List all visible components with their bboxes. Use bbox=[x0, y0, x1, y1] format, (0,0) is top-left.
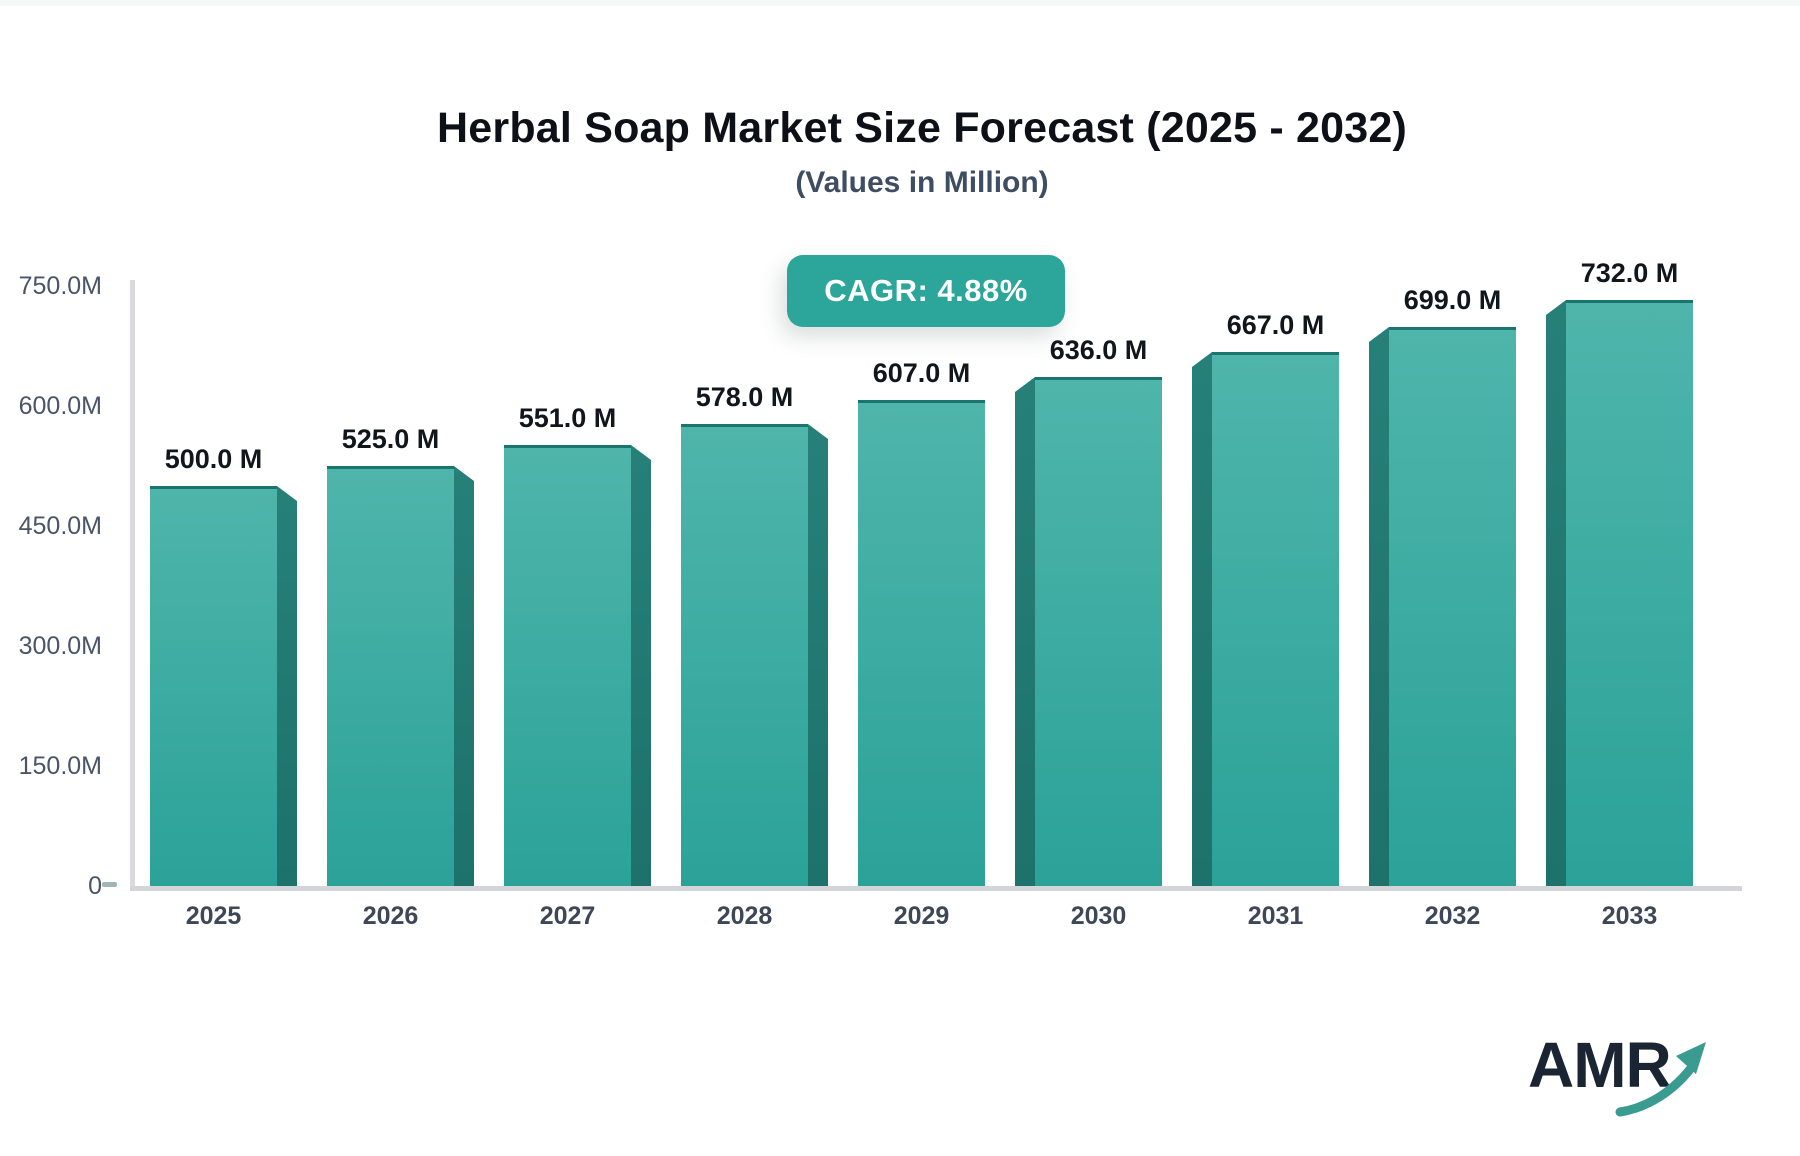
growth-arrow-icon bbox=[1615, 1042, 1706, 1117]
x-axis-tick-label-2029: 2029 bbox=[893, 902, 950, 930]
bar-2033[interactable] bbox=[1566, 300, 1693, 886]
x-axis-tick-label-2031: 2031 bbox=[1247, 902, 1304, 930]
x-axis-tick-label-2025: 2025 bbox=[185, 902, 242, 930]
bar-value-label-2030: 636.0 M bbox=[1049, 335, 1148, 365]
bar-2032[interactable] bbox=[1389, 327, 1516, 886]
bar-value-label-2027: 551.0 M bbox=[518, 403, 617, 433]
bar-value-label-2031: 667.0 M bbox=[1226, 310, 1325, 340]
bar-side-3d-2033 bbox=[1546, 300, 1566, 886]
bar-side-3d-2028 bbox=[808, 424, 828, 886]
zero-tick-mark bbox=[102, 882, 117, 887]
bar-2027[interactable] bbox=[504, 445, 631, 886]
bar-2030[interactable] bbox=[1035, 377, 1162, 886]
x-axis-tick-label-2028: 2028 bbox=[716, 902, 773, 930]
x-axis-tick-label-2030: 2030 bbox=[1070, 902, 1127, 930]
y-axis-tick-label: 0 bbox=[88, 872, 102, 900]
bar-value-label-2028: 578.0 M bbox=[695, 382, 794, 412]
y-axis-tick-label: 600.0M bbox=[18, 392, 102, 420]
x-axis-line bbox=[130, 886, 1742, 891]
top-edge-strip bbox=[0, 0, 1800, 6]
bar-value-label-2033: 732.0 M bbox=[1580, 258, 1679, 288]
bar-2026[interactable] bbox=[327, 466, 454, 886]
amr-logo-text: AMR bbox=[1528, 1029, 1672, 1101]
bar-2028[interactable] bbox=[681, 424, 808, 886]
bar-2029[interactable] bbox=[858, 400, 985, 886]
bar-side-3d-2030 bbox=[1015, 377, 1035, 886]
bar-value-label-2026: 525.0 M bbox=[341, 424, 440, 454]
chart-title: Herbal Soap Market Size Forecast (2025 -… bbox=[437, 104, 1407, 152]
bar-value-label-2029: 607.0 M bbox=[872, 358, 971, 388]
amr-logo[interactable]: AMR bbox=[1528, 1022, 1728, 1122]
x-axis-tick-label-2027: 2027 bbox=[539, 902, 596, 930]
cagr-badge: CAGR: 4.88% bbox=[787, 255, 1065, 327]
chart-subtitle: (Values in Million) bbox=[795, 166, 1049, 199]
y-axis-line bbox=[130, 280, 135, 890]
bar-side-3d-2026 bbox=[454, 466, 474, 886]
bar-side-3d-2032 bbox=[1369, 327, 1389, 886]
bar-value-label-2025: 500.0 M bbox=[164, 444, 263, 474]
x-axis-tick-label-2032: 2032 bbox=[1424, 902, 1481, 930]
y-axis-tick-label: 300.0M bbox=[18, 632, 102, 660]
cagr-badge-label: CAGR: 4.88% bbox=[824, 273, 1028, 308]
bar-2031[interactable] bbox=[1212, 352, 1339, 886]
x-axis-tick-label-2033: 2033 bbox=[1601, 902, 1658, 930]
x-axis-tick-label-2026: 2026 bbox=[362, 902, 419, 930]
bar-2025[interactable] bbox=[150, 486, 277, 886]
bar-value-label-2032: 699.0 M bbox=[1403, 285, 1502, 315]
bar-side-3d-2025 bbox=[277, 486, 297, 886]
y-axis-tick-label: 450.0M bbox=[18, 512, 102, 540]
bar-side-3d-2031 bbox=[1192, 352, 1212, 886]
bar-side-3d-2027 bbox=[631, 445, 651, 886]
y-axis-tick-label: 750.0M bbox=[18, 272, 102, 300]
y-axis-tick-label: 150.0M bbox=[18, 752, 102, 780]
